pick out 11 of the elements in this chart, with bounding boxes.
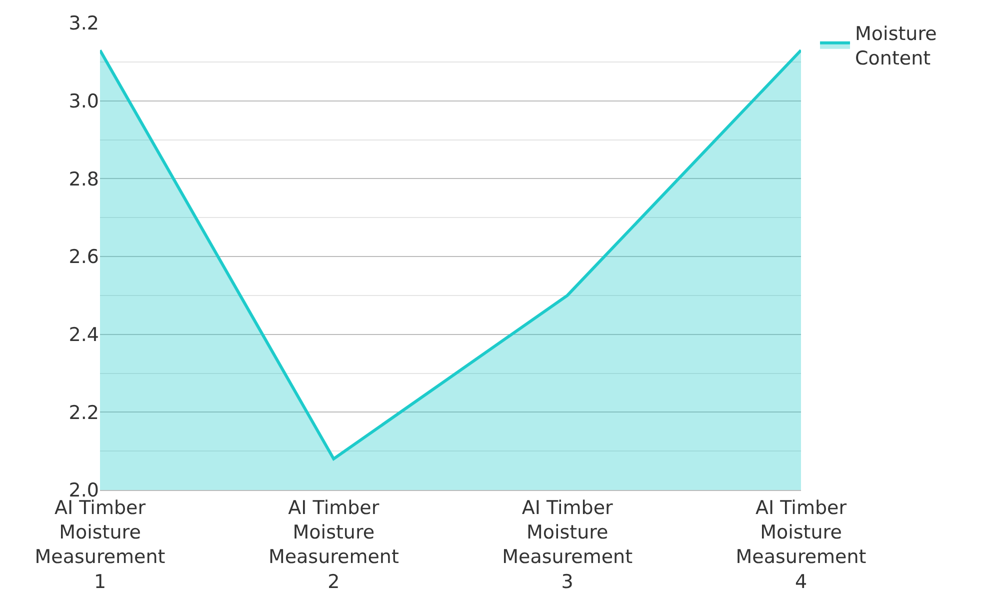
x-tick-label: AI Timber Moisture Measurement 2 [268, 496, 399, 593]
y-tick-label: 2.8 [68, 168, 99, 190]
x-tick-label: AI Timber Moisture Measurement 1 [34, 496, 166, 593]
y-tick-label: 3.0 [68, 90, 99, 112]
legend-label: Moisture Content [855, 22, 937, 70]
y-tick-label: 3.2 [68, 12, 99, 35]
y-tick-label: 2.4 [68, 324, 99, 346]
y-tick-label: 2.2 [68, 402, 99, 424]
x-tick-label: AI Timber Moisture Measurement 3 [502, 496, 633, 593]
x-tick-label: AI Timber Moisture Measurement 4 [736, 496, 866, 593]
y-tick-label: 2.6 [68, 246, 99, 268]
